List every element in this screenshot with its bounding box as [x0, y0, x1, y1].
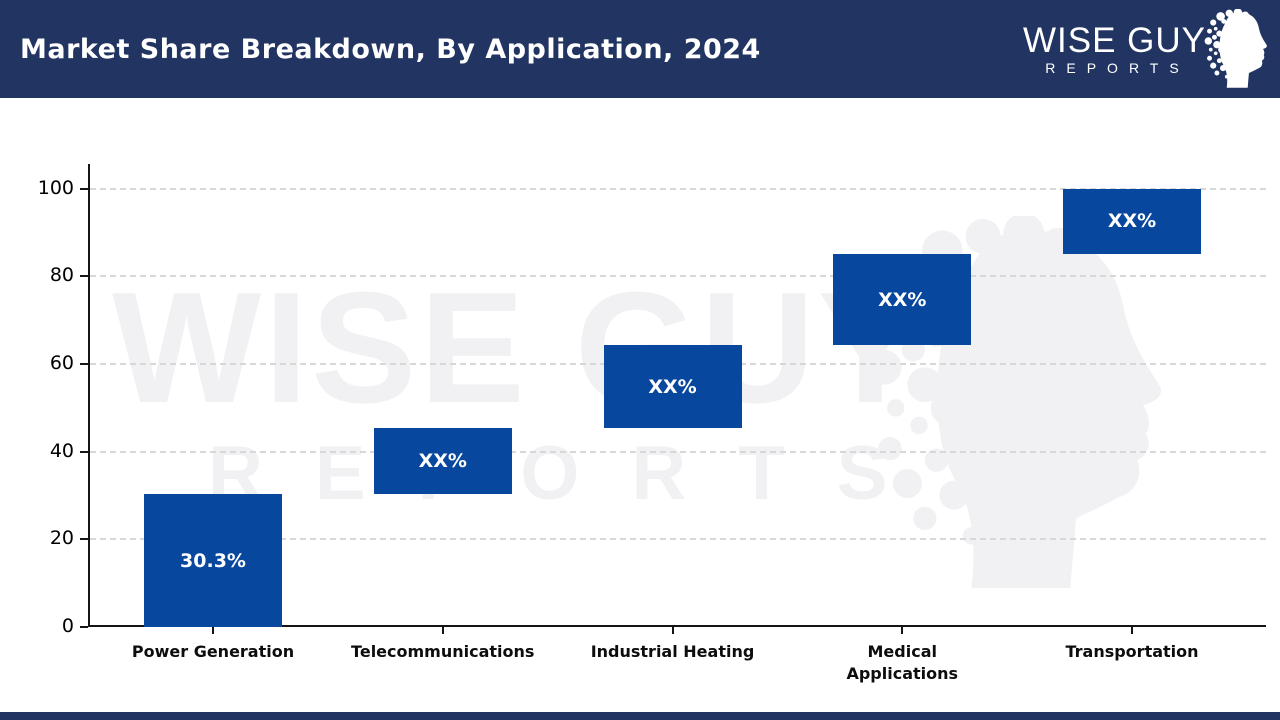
x-category-label-transportation: Transportation — [1065, 642, 1199, 661]
logo-head-icon — [1204, 9, 1267, 88]
logo-text: WISE GUY REPORTS — [1023, 23, 1206, 76]
gridline-40 — [90, 450, 1266, 453]
footer-bar — [0, 712, 1280, 720]
bar-value-label-power-generation: 30.3% — [180, 549, 246, 572]
bar-value-label-medical-applications: XX% — [878, 288, 927, 311]
y-tick-label-60: 60 — [49, 351, 74, 374]
bar-transportation: XX% — [1063, 188, 1201, 255]
x-tick-power-generation — [212, 627, 214, 634]
bar-value-label-industrial-heating: XX% — [648, 375, 697, 398]
y-tick-100 — [80, 187, 88, 190]
y-tick-label-0: 0 — [61, 615, 74, 637]
x-category-label-medical-applications: Medical Applications — [846, 642, 959, 683]
y-tick-80 — [80, 275, 88, 278]
x-tick-telecommunications — [441, 627, 444, 634]
y-tick-label-40: 40 — [49, 439, 74, 462]
logo-reports-text: REPORTS — [1045, 59, 1190, 76]
x-tick-medical-applications — [901, 627, 904, 634]
gridline-100 — [90, 187, 1266, 190]
chart-area: WISE GUY REPORTS 0 20 40 60 80 100 30.3% Power … — [0, 98, 1280, 712]
y-tick-0 — [80, 626, 88, 628]
page-title: Market Share Breakdown, By Application, … — [20, 33, 761, 65]
gridline-80 — [90, 275, 1266, 278]
x-category-label-telecommunications: Telecommunications — [351, 642, 535, 661]
logo-wise-guy-text: WISE GUY — [1022, 20, 1206, 60]
x-category-label-industrial-heating: Industrial Heating — [590, 642, 755, 661]
plot-area: 0 20 40 60 80 100 30.3% Power Generation XX% Tele… — [38, 164, 1266, 683]
bar-industrial-heating: XX% — [603, 345, 742, 429]
x-category-label-power-generation: Power Generation — [131, 642, 295, 661]
y-tick-20 — [80, 538, 88, 541]
gridline-20 — [90, 538, 1266, 541]
y-tick-label-20: 20 — [49, 527, 74, 550]
y-tick-label-80: 80 — [49, 264, 74, 287]
y-tick-40 — [80, 450, 88, 453]
bar-value-label-telecommunications: XX% — [418, 450, 467, 473]
y-tick-60 — [80, 362, 88, 365]
bar-medical-applications: XX% — [833, 254, 972, 346]
x-tick-industrial-heating — [671, 627, 674, 634]
x-tick-transportation — [1131, 627, 1133, 634]
bar-value-label-transportation: XX% — [1107, 210, 1157, 233]
wise-guy-logo: WISE GUY REPORTS — [1023, 9, 1270, 89]
bar-power-generation: 30.3% — [144, 494, 282, 627]
bar-telecommunications: XX% — [373, 428, 512, 495]
y-tick-label-100: 100 — [37, 176, 74, 199]
header-bar: Market Share Breakdown, By Application, … — [0, 0, 1280, 98]
